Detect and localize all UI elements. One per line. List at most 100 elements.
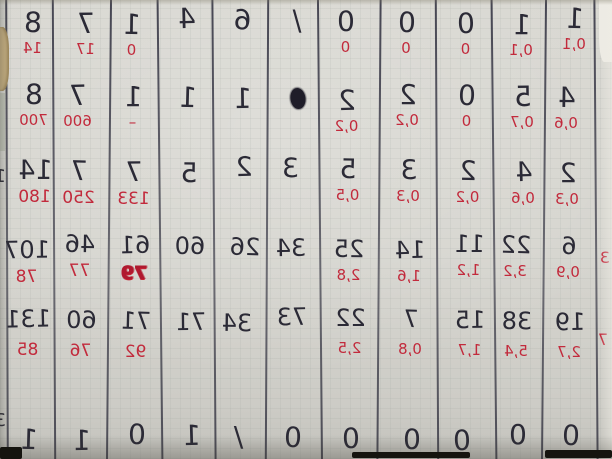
ledger-cell-red-value: 17: [75, 40, 96, 58]
ledger-cell-black-value: 4: [177, 1, 197, 36]
ledger-cell-black-value: 1: [123, 7, 142, 42]
ledger-cell-black-value: 34: [222, 308, 253, 338]
ledger-cell-red-value: 0,3: [555, 190, 579, 208]
ledger-cell-black-value: 3: [400, 154, 418, 187]
ledger-cell-black-value: 0: [457, 6, 476, 41]
ledger-cell-black-value: 2: [235, 151, 254, 184]
column-rule-line: [211, 0, 217, 459]
ledger-cell-black-value: 4: [514, 156, 534, 189]
ledger-cell-black-value: 14: [18, 155, 53, 186]
column-rule-line: [490, 0, 498, 459]
ledger-cell-black-value: 38: [501, 306, 533, 336]
ledger-cell-black-value: 7: [70, 155, 89, 188]
ledger-cell-red-value: 2,5: [337, 339, 362, 357]
column-rule-line: [316, 0, 324, 459]
ledger-cell-black-value: 131: [5, 304, 52, 334]
column-rule-line: [540, 0, 548, 459]
ledger-cell-black-value: 8: [25, 77, 44, 112]
ledger-cell-red-value: 2,8: [336, 266, 361, 284]
ledger-cell-red-value: 0,5: [335, 186, 360, 204]
column-rule-line: [376, 0, 382, 459]
ledger-cell-black-value: 2: [399, 78, 417, 111]
ledger-cell-black-value: 22: [335, 304, 366, 332]
ledger-cell-red-value: 0,9: [556, 263, 580, 281]
column-rule-line: [593, 0, 599, 459]
ledger-cell-red-value: 0,6: [554, 114, 578, 132]
ledger-cell-black-value: 71: [120, 306, 153, 336]
column-rule-line: [51, 0, 57, 459]
ledger-cell-black-value: 22: [500, 230, 532, 260]
ledger-cell-black-value: /: [292, 3, 303, 38]
ledger-cell-red-value: 5,4: [504, 342, 528, 360]
ledger-cell-red-value: 92: [124, 342, 147, 362]
ledger-cell-black-value: 4: [557, 80, 577, 115]
ink-blob: [289, 86, 308, 111]
ledger-cell-black-value: 5: [339, 153, 358, 186]
ledger-cell-red-value: 77: [68, 261, 91, 281]
ledger-cell-red-value: 1,6: [397, 267, 421, 285]
ledger-cell-black-value: 61: [119, 230, 152, 260]
ledger-cell-red-value: 0,6: [511, 189, 535, 207]
ledger-cell-red-value: 0,3: [396, 187, 420, 205]
ledger-cell-red-value: 0: [340, 38, 351, 56]
ledger-cell-red-value: 14: [22, 39, 43, 57]
ledger-cell-black-value: 1: [234, 81, 253, 116]
ledger-cell-black-value: 2: [559, 158, 577, 189]
ledger-cell-black-value: 7: [125, 156, 144, 189]
ledger-cell-black-value: 2: [459, 155, 478, 188]
photo-bottom-mark: [352, 452, 470, 458]
ledger-cell-red-value: 0: [126, 41, 137, 59]
column-rule-line: [264, 0, 270, 459]
photo-bottom-mark: [0, 447, 22, 459]
ledger-cell-red-value: 133: [117, 189, 150, 209]
ledger-cell-red-value: –: [128, 113, 137, 131]
ledger-cell-black-value: 0: [337, 4, 356, 39]
ledger-cell-red-value: 0: [401, 39, 411, 57]
ledger-cell-black-value: 107: [4, 235, 51, 265]
ledger-cell-red-value: 79: [121, 262, 148, 284]
ledger-cell-red-value: 0,1: [509, 41, 533, 59]
ledger-cell-black-value: 71: [175, 307, 207, 337]
column-rule-line: [105, 0, 113, 459]
ledger-cell-red-value: 1,2: [456, 261, 481, 279]
ledger-cell-red-value: 600: [63, 112, 92, 130]
ledger-cell-red-value: 0,2: [395, 111, 419, 129]
ledger-cell-black-value: 73: [276, 302, 309, 332]
page-edge-object: [0, 27, 9, 91]
ledger-cell-black-value: 5: [513, 79, 533, 114]
ledger-cell-black-value: 15: [455, 305, 486, 335]
ledger-cell-black-value: 7: [402, 304, 420, 334]
ledger-cell-red-value: 2,7: [557, 343, 581, 361]
ledger-cell-red-value: 76: [69, 341, 92, 361]
ledger-cell-red-value: 0,7: [510, 113, 534, 131]
ledger-cell-black-value: 19: [554, 307, 586, 337]
ledger-cell-red-value: 0: [460, 40, 471, 58]
ledger-cell-black-value: 60: [174, 232, 206, 260]
ledger-cell-black-value: 14: [394, 235, 426, 265]
ledger-cell-black-value: 34: [276, 233, 307, 263]
ledger-cell-red-value: 78: [15, 267, 38, 287]
page-margin-highlight: [600, 0, 612, 459]
column-rule-line: [156, 0, 164, 459]
ledger-cell-red-value: 3,2: [503, 262, 527, 280]
page-edge-shadow: [0, 0, 612, 5]
ledger-cell-red-value: 0,8: [398, 340, 422, 358]
ledger-cell-black-value: 1: [565, 1, 585, 36]
ledger-cell-black-value: 2: [338, 83, 357, 118]
ledger-cell-black-value: 5: [180, 157, 198, 190]
ledger-cell-black-value: 1: [124, 80, 143, 113]
ledger-cell-black-value: 7: [77, 6, 96, 41]
ledger-cell-black-value: 0: [397, 5, 417, 40]
column-rule-line: [434, 0, 440, 459]
ledger-cell-black-value: 6: [561, 231, 577, 261]
ledger-cell-red-value: 0,1: [562, 35, 586, 53]
ledger-cell-red-value: 1,7: [457, 341, 482, 359]
ledger-cell-black-value: 6: [233, 3, 252, 36]
ledger-cell-black-value: 46: [65, 229, 96, 259]
ledger-cell-black-value: 7: [69, 78, 88, 113]
photo-bottom-mark: [545, 450, 612, 458]
ledger-cell-black-value: 25: [334, 234, 365, 264]
ledger-cell-black-value: 8: [24, 5, 43, 40]
